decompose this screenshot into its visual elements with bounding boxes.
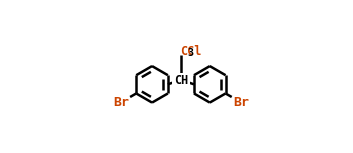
Text: Br: Br [113,96,129,109]
Text: Br: Br [233,96,249,109]
Text: 3: 3 [188,48,193,58]
Text: CH: CH [174,74,188,87]
Text: CCl: CCl [180,45,202,58]
